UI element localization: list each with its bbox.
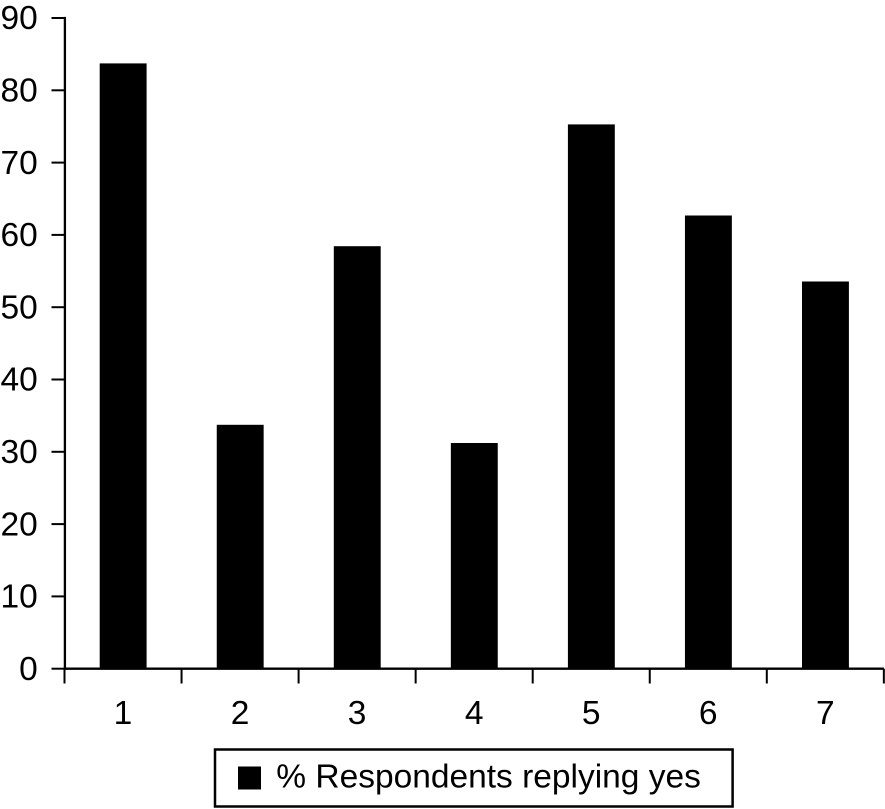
svg-text:% Respondents replying yes: % Respondents replying yes (276, 759, 701, 796)
svg-text:3: 3 (348, 695, 367, 732)
svg-text:2: 2 (231, 695, 250, 732)
svg-text:6: 6 (699, 695, 718, 732)
svg-text:90: 90 (1, 0, 38, 37)
svg-text:80: 80 (1, 73, 38, 110)
svg-text:10: 10 (1, 579, 38, 616)
svg-text:30: 30 (1, 434, 38, 471)
svg-text:7: 7 (816, 695, 835, 732)
svg-text:40: 40 (1, 362, 38, 399)
svg-text:4: 4 (465, 695, 484, 732)
svg-text:5: 5 (582, 695, 601, 732)
svg-text:0: 0 (19, 651, 38, 688)
svg-text:1: 1 (114, 695, 133, 732)
svg-text:50: 50 (1, 289, 38, 326)
svg-text:60: 60 (1, 217, 38, 254)
svg-text:70: 70 (1, 145, 38, 182)
svg-text:20: 20 (1, 506, 38, 543)
